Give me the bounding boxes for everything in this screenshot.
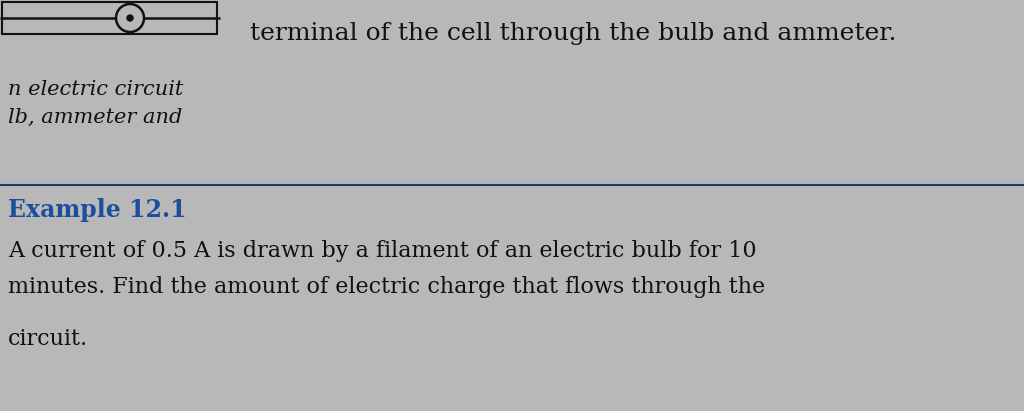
Text: terminal of the cell through the bulb and ammeter.: terminal of the cell through the bulb an… [250, 22, 896, 45]
Text: circuit.: circuit. [8, 328, 88, 350]
Text: A current of 0.5 A is drawn by a filament of an electric bulb for 10: A current of 0.5 A is drawn by a filamen… [8, 240, 757, 262]
Text: n electric circuit: n electric circuit [8, 80, 183, 99]
Text: Example 12.1: Example 12.1 [8, 198, 186, 222]
Text: minutes. Find the amount of electric charge that flows through the: minutes. Find the amount of electric cha… [8, 276, 765, 298]
Circle shape [116, 4, 144, 32]
Text: lb, ammeter and: lb, ammeter and [8, 108, 182, 127]
Circle shape [127, 15, 133, 21]
